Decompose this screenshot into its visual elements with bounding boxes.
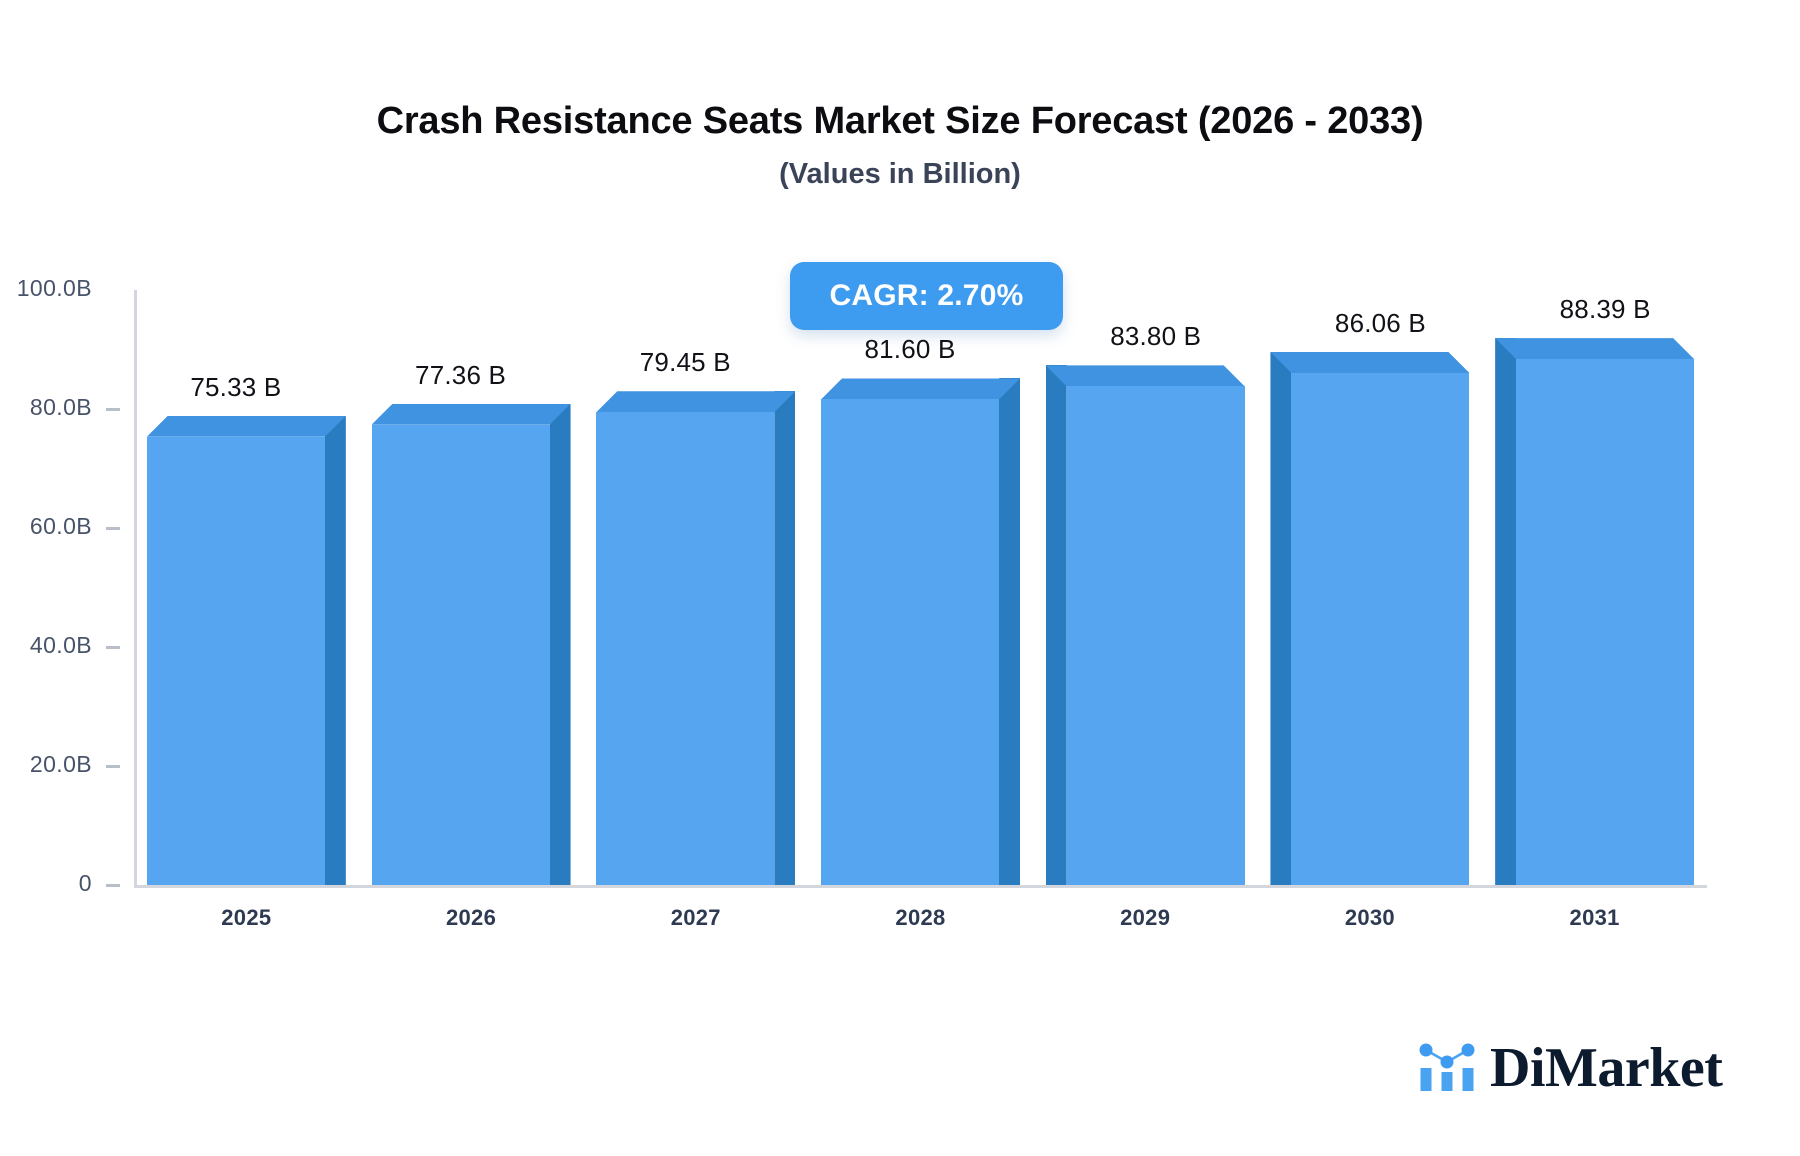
bar-front-face bbox=[146, 436, 325, 885]
y-tick-label: 100.0B bbox=[16, 275, 92, 301]
brand-logo: DiMarket bbox=[1418, 1036, 1723, 1099]
x-tick-label: 2026 bbox=[445, 905, 497, 930]
bar-2030[interactable] bbox=[1270, 351, 1470, 885]
bar-side-panel bbox=[324, 415, 346, 885]
bar-side-panel bbox=[1045, 365, 1067, 885]
x-tick-label: 2025 bbox=[221, 905, 272, 930]
y-tick-mark bbox=[106, 527, 120, 530]
y-tick-label: 40.0B bbox=[29, 632, 92, 658]
bar-side-panel bbox=[1495, 338, 1517, 885]
bar-side-panel bbox=[999, 378, 1020, 885]
bar-front-face bbox=[1066, 386, 1245, 885]
y-tick-mark bbox=[106, 884, 120, 887]
bar-top-facet bbox=[371, 403, 571, 425]
x-tick-label: 2028 bbox=[895, 905, 946, 930]
bar-2028[interactable] bbox=[821, 378, 1020, 885]
bar-2029[interactable] bbox=[1045, 365, 1245, 885]
x-tick-label: 2030 bbox=[1344, 905, 1395, 930]
bar-2027[interactable] bbox=[596, 391, 796, 885]
chart-subtitle: (Values in Billion) bbox=[779, 157, 1021, 190]
bar-chart-logo-icon bbox=[1418, 1037, 1476, 1098]
bar-2031[interactable] bbox=[1495, 338, 1695, 885]
logo-wordmark: DiMarket bbox=[1490, 1036, 1723, 1099]
bar-front-face bbox=[596, 412, 775, 885]
y-tick-mark bbox=[106, 646, 120, 649]
bar-2025[interactable] bbox=[146, 415, 346, 885]
bar-top-facet bbox=[596, 391, 796, 413]
bar-value-label: 86.06 B bbox=[1334, 307, 1426, 338]
bar-value-label: 79.45 B bbox=[639, 347, 731, 378]
bar-value-label: 81.60 B bbox=[864, 334, 956, 365]
bar-front-face bbox=[371, 424, 550, 885]
bar-front-face bbox=[1516, 359, 1695, 885]
page-title: Crash Resistance Seats Market Size Forec… bbox=[376, 100, 1424, 142]
bar-front-face bbox=[1291, 372, 1470, 885]
x-tick-label: 2031 bbox=[1569, 905, 1620, 930]
bar-side-panel bbox=[1270, 351, 1292, 885]
bar-side-panel bbox=[774, 391, 796, 885]
x-axis-line bbox=[134, 885, 1707, 888]
bar-2026[interactable] bbox=[371, 403, 571, 885]
bar-value-label: 75.33 B bbox=[190, 371, 282, 402]
bar-side-panel bbox=[549, 403, 571, 885]
bar-value-label: 88.39 B bbox=[1559, 294, 1651, 325]
bar-top-facet bbox=[1045, 365, 1245, 387]
x-tick-label: 2029 bbox=[1120, 905, 1171, 930]
y-tick-mark bbox=[106, 765, 120, 768]
bar-top-facet bbox=[146, 415, 346, 437]
y-tick-label: 60.0B bbox=[29, 513, 92, 539]
y-axis-line bbox=[134, 290, 137, 887]
bar-value-label: 77.36 B bbox=[415, 359, 507, 390]
y-tick-label: 0 bbox=[78, 870, 92, 896]
bar-top-facet bbox=[1270, 351, 1470, 373]
y-tick-mark bbox=[106, 408, 120, 411]
bar-value-label: 83.80 B bbox=[1110, 321, 1202, 352]
x-tick-label: 2027 bbox=[670, 905, 721, 930]
bar-top-facet bbox=[821, 378, 1020, 400]
y-tick-label: 20.0B bbox=[29, 751, 92, 777]
y-tick-label: 80.0B bbox=[29, 394, 92, 420]
bar-front-face bbox=[821, 399, 999, 885]
cagr-badge: CAGR: 2.70% bbox=[790, 262, 1063, 330]
title-block: Crash Resistance Seats Market Size Forec… bbox=[0, 100, 1800, 191]
bar-top-facet bbox=[1495, 338, 1695, 360]
